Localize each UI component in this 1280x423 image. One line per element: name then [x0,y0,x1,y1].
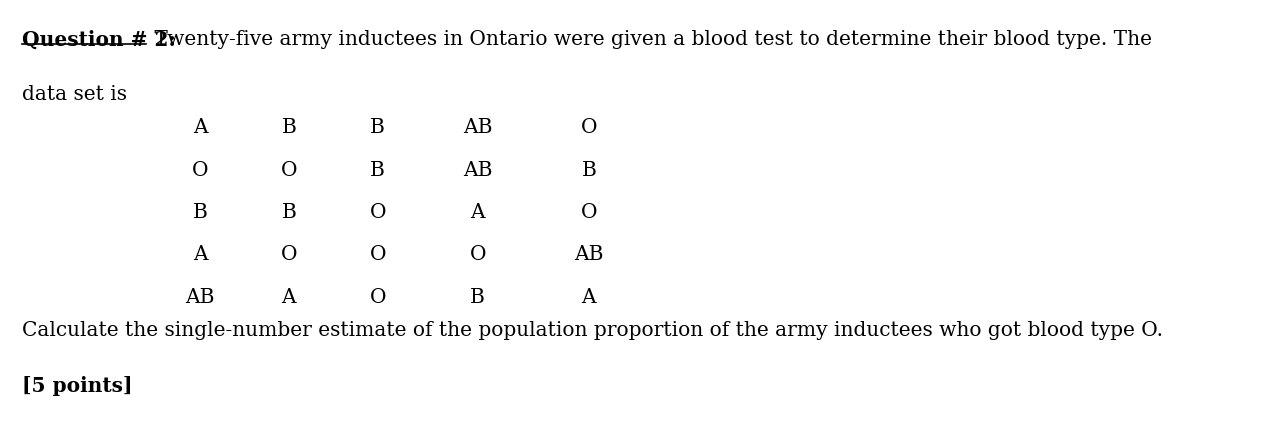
Text: A: A [471,203,485,222]
Text: O: O [192,161,209,180]
Text: Calculate the single-number estimate of the population proportion of the army in: Calculate the single-number estimate of … [22,321,1164,341]
Text: B: B [470,288,485,307]
Text: O: O [470,245,486,264]
Text: B: B [282,118,297,137]
Text: Twenty-five army inductees in Ontario were given a blood test to determine their: Twenty-five army inductees in Ontario we… [147,30,1152,49]
Text: B: B [370,161,385,180]
Text: AB: AB [463,118,493,137]
Text: O: O [581,118,598,137]
Text: AB: AB [186,288,215,307]
Text: O: O [370,288,387,307]
Text: data set is: data set is [22,85,127,104]
Text: O: O [370,245,387,264]
Text: AB: AB [575,245,604,264]
Text: Question # 2:: Question # 2: [22,30,177,49]
Text: B: B [192,203,207,222]
Text: O: O [581,203,598,222]
Text: A: A [581,288,596,307]
Text: A: A [282,288,296,307]
Text: O: O [280,245,297,264]
Text: B: B [581,161,596,180]
Text: O: O [370,203,387,222]
Text: B: B [370,118,385,137]
Text: A: A [193,245,207,264]
Text: O: O [280,161,297,180]
Text: [5 points]: [5 points] [22,376,133,396]
Text: AB: AB [463,161,493,180]
Text: A: A [193,118,207,137]
Text: B: B [282,203,297,222]
